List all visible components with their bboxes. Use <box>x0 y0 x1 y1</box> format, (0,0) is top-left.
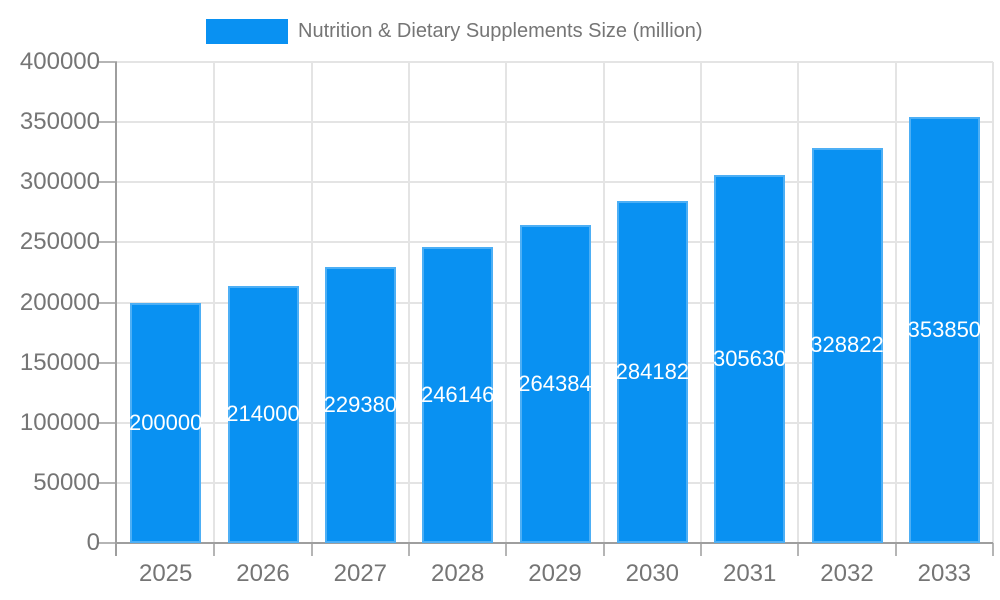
y-axis-tick <box>98 301 117 304</box>
legend-swatch <box>206 19 288 44</box>
bar-2033[interactable]: 353850 <box>908 117 980 543</box>
x-axis-tick <box>310 543 313 556</box>
x-axis-line <box>115 542 993 544</box>
y-axis-tick <box>98 481 117 484</box>
bar-2027[interactable]: 229380 <box>324 267 396 543</box>
x-axis-label-2025: 2025 <box>138 560 193 587</box>
legend: Nutrition & Dietary Supplements Size (mi… <box>206 19 703 44</box>
gridline-vertical <box>213 62 216 543</box>
gridline-vertical <box>310 62 313 543</box>
x-axis-tick <box>213 543 216 556</box>
x-axis-tick <box>992 543 994 556</box>
bar-2031[interactable]: 305630 <box>714 175 786 543</box>
gridline-vertical <box>797 62 800 543</box>
x-axis-label-2030: 2030 <box>625 560 680 587</box>
bar-value-label: 214000 <box>227 401 299 427</box>
y-axis-label: 0 <box>86 529 100 556</box>
x-axis-label-2027: 2027 <box>333 560 388 587</box>
x-axis-tick <box>408 543 410 556</box>
bar-value-label: 305630 <box>714 346 786 372</box>
gridline-vertical <box>505 62 508 543</box>
y-axis-label: 100000 <box>19 408 100 436</box>
bar-2030[interactable]: 284182 <box>616 201 688 543</box>
x-axis-label-2028: 2028 <box>430 560 485 587</box>
bar-value-label: 264384 <box>519 371 591 397</box>
bar-2025[interactable]: 200000 <box>130 302 202 543</box>
x-axis-tick <box>894 543 897 556</box>
bar-value-label: 246146 <box>422 381 494 407</box>
y-axis-label: 300000 <box>19 168 100 196</box>
x-axis-tick <box>505 543 508 556</box>
x-axis-label-2032: 2032 <box>820 560 874 587</box>
y-axis-tick <box>98 361 117 364</box>
gridline-horizontal <box>117 181 993 184</box>
y-axis-label: 150000 <box>19 348 100 376</box>
bar-value-label: 229380 <box>324 392 396 418</box>
bar-value-label: 284182 <box>616 359 688 385</box>
bar-2032[interactable]: 328822 <box>811 147 883 543</box>
y-axis-tick <box>98 241 117 244</box>
gridline-vertical <box>408 62 410 543</box>
gridline-vertical <box>992 62 994 543</box>
gridline-horizontal <box>117 61 993 63</box>
x-axis-tick <box>797 543 800 556</box>
gridline-horizontal <box>117 121 993 124</box>
y-axis-label: 200000 <box>19 288 100 316</box>
y-axis-label: 350000 <box>19 108 100 136</box>
bar-2026[interactable]: 214000 <box>227 285 299 543</box>
bar-value-label: 353850 <box>908 317 980 343</box>
x-axis-label-2033: 2033 <box>917 560 972 587</box>
y-axis-label: 250000 <box>19 228 100 256</box>
x-axis-label-2029: 2029 <box>528 560 582 587</box>
gridline-vertical <box>700 62 702 543</box>
x-axis-label-2026: 2026 <box>236 560 290 587</box>
x-axis-label-2031: 2031 <box>722 560 777 587</box>
bar-value-label: 328822 <box>811 332 883 358</box>
y-axis-tick <box>98 121 117 124</box>
bar-2028[interactable]: 246146 <box>422 247 494 543</box>
y-axis-tick <box>98 421 117 424</box>
y-axis-tick <box>98 181 117 184</box>
y-axis-line <box>115 62 117 556</box>
gridline-vertical <box>602 62 605 543</box>
y-axis-label: 400000 <box>19 48 100 75</box>
bar-2029[interactable]: 264384 <box>519 225 591 543</box>
x-axis-tick <box>602 543 605 556</box>
y-axis-tick <box>98 542 117 544</box>
legend-label: Nutrition & Dietary Supplements Size (mi… <box>298 20 703 42</box>
bar-value-label: 200000 <box>130 409 202 435</box>
y-axis-label: 50000 <box>33 468 100 496</box>
y-axis-tick <box>98 61 117 63</box>
gridline-vertical <box>894 62 897 543</box>
x-axis-tick <box>700 543 702 556</box>
